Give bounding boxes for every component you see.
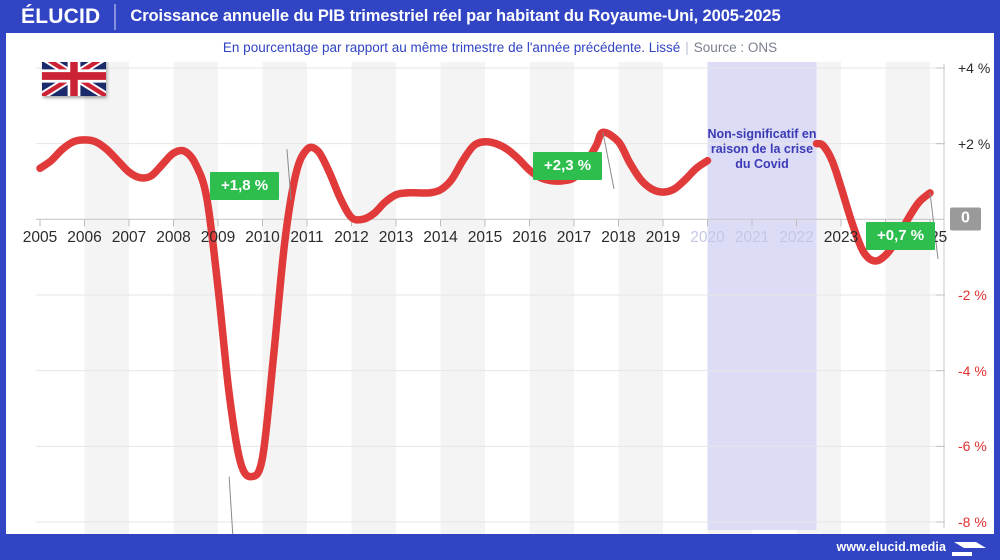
x-axis-label-2012: 2012 xyxy=(334,229,369,247)
y-axis-label-4: -6 % xyxy=(958,438,987,455)
x-axis-label-2015: 2015 xyxy=(467,229,503,247)
x-axis-label-2018: 2018 xyxy=(601,229,636,247)
x-axis-label-2020: 2020 xyxy=(690,229,725,247)
covid-note-line-3: du Covid xyxy=(735,157,789,171)
y-axis-label-2: -2 % xyxy=(958,287,987,303)
x-axis-label-2011: 2011 xyxy=(290,229,324,247)
y-axis-label-3: -4 % xyxy=(958,362,987,379)
x-axis-label-2017: 2017 xyxy=(556,229,592,247)
annotation-leader-2 xyxy=(228,476,234,534)
x-axis-label-2010: 2010 xyxy=(245,229,280,247)
x-axis-label-2016: 2016 xyxy=(512,229,547,247)
united-kingdom-flag xyxy=(39,62,109,100)
covid-shaded-band xyxy=(707,62,817,530)
chart-canvas: +4 % +2 % -2 % -4 % -6 % -8 % 2005 2006 2007 2008… xyxy=(6,62,994,534)
x-axis-label-2013: 2013 xyxy=(378,229,414,247)
elucid-logo-mark-icon xyxy=(952,539,986,556)
covid-note-line-2: raison de la crise xyxy=(710,142,814,156)
x-axis-label-2023: 2023 xyxy=(823,229,859,247)
annotation-badge-4: +0,7 % xyxy=(866,222,936,250)
arrow-mark-icon xyxy=(952,541,986,556)
subtitle-separator: | xyxy=(685,40,689,55)
page-header: ÉLUCID Croissance annuelle du PIB trimes… xyxy=(0,0,1000,33)
x-axis-label-2008: 2008 xyxy=(156,229,191,247)
chart-svg xyxy=(36,62,945,534)
page-title: Croissance annuelle du PIB trimestriel r… xyxy=(130,7,781,25)
footer-url[interactable]: www.elucid.media xyxy=(836,540,946,554)
x-axis-label-2014: 2014 xyxy=(423,229,458,247)
subtitle-bar: En pourcentage par rapport au même trime… xyxy=(6,33,994,62)
chart-plot-area xyxy=(6,62,994,534)
x-axis-label-2021: 2021 xyxy=(734,229,770,247)
x-axis-label-2019: 2019 xyxy=(645,229,681,247)
data-line-segment-2 xyxy=(812,139,934,265)
header-divider xyxy=(114,3,117,30)
y-axis-label-1: +2 % xyxy=(958,135,991,152)
annotation-leader-3 xyxy=(602,132,615,190)
covid-note-line-1: Non-significatif en xyxy=(707,127,817,141)
annotation-badge-1: +1,8 % xyxy=(210,172,280,200)
annotation-badge-3: +2,3 % xyxy=(533,152,603,180)
y-axis-label-5: -8 % xyxy=(958,514,987,530)
x-axis-label-2022: 2022 xyxy=(779,229,814,247)
subtitle: En pourcentage par rapport au même trime… xyxy=(223,40,777,55)
subtitle-text: En pourcentage par rapport au même trime… xyxy=(222,40,681,55)
y-axis-label-0: +4 % xyxy=(958,62,991,76)
x-axis-label-2007: 2007 xyxy=(111,229,147,247)
zero-value-badge: 0 xyxy=(950,207,981,231)
subtitle-source: Source : ONS xyxy=(693,40,778,55)
x-axis-label-2005: 2005 xyxy=(22,229,58,247)
annotation-leader-1 xyxy=(286,149,292,201)
flag-icon xyxy=(39,62,109,100)
x-axis-label-2006: 2006 xyxy=(67,229,102,247)
page-footer: www.elucid.media xyxy=(0,534,1000,560)
covid-region-note: Non-significatif en raison de la crise du … xyxy=(682,127,842,172)
elucid-logo: ÉLUCID xyxy=(21,5,101,28)
x-axis-label-2009: 2009 xyxy=(200,229,236,247)
data-line-segment-1 xyxy=(36,128,712,481)
